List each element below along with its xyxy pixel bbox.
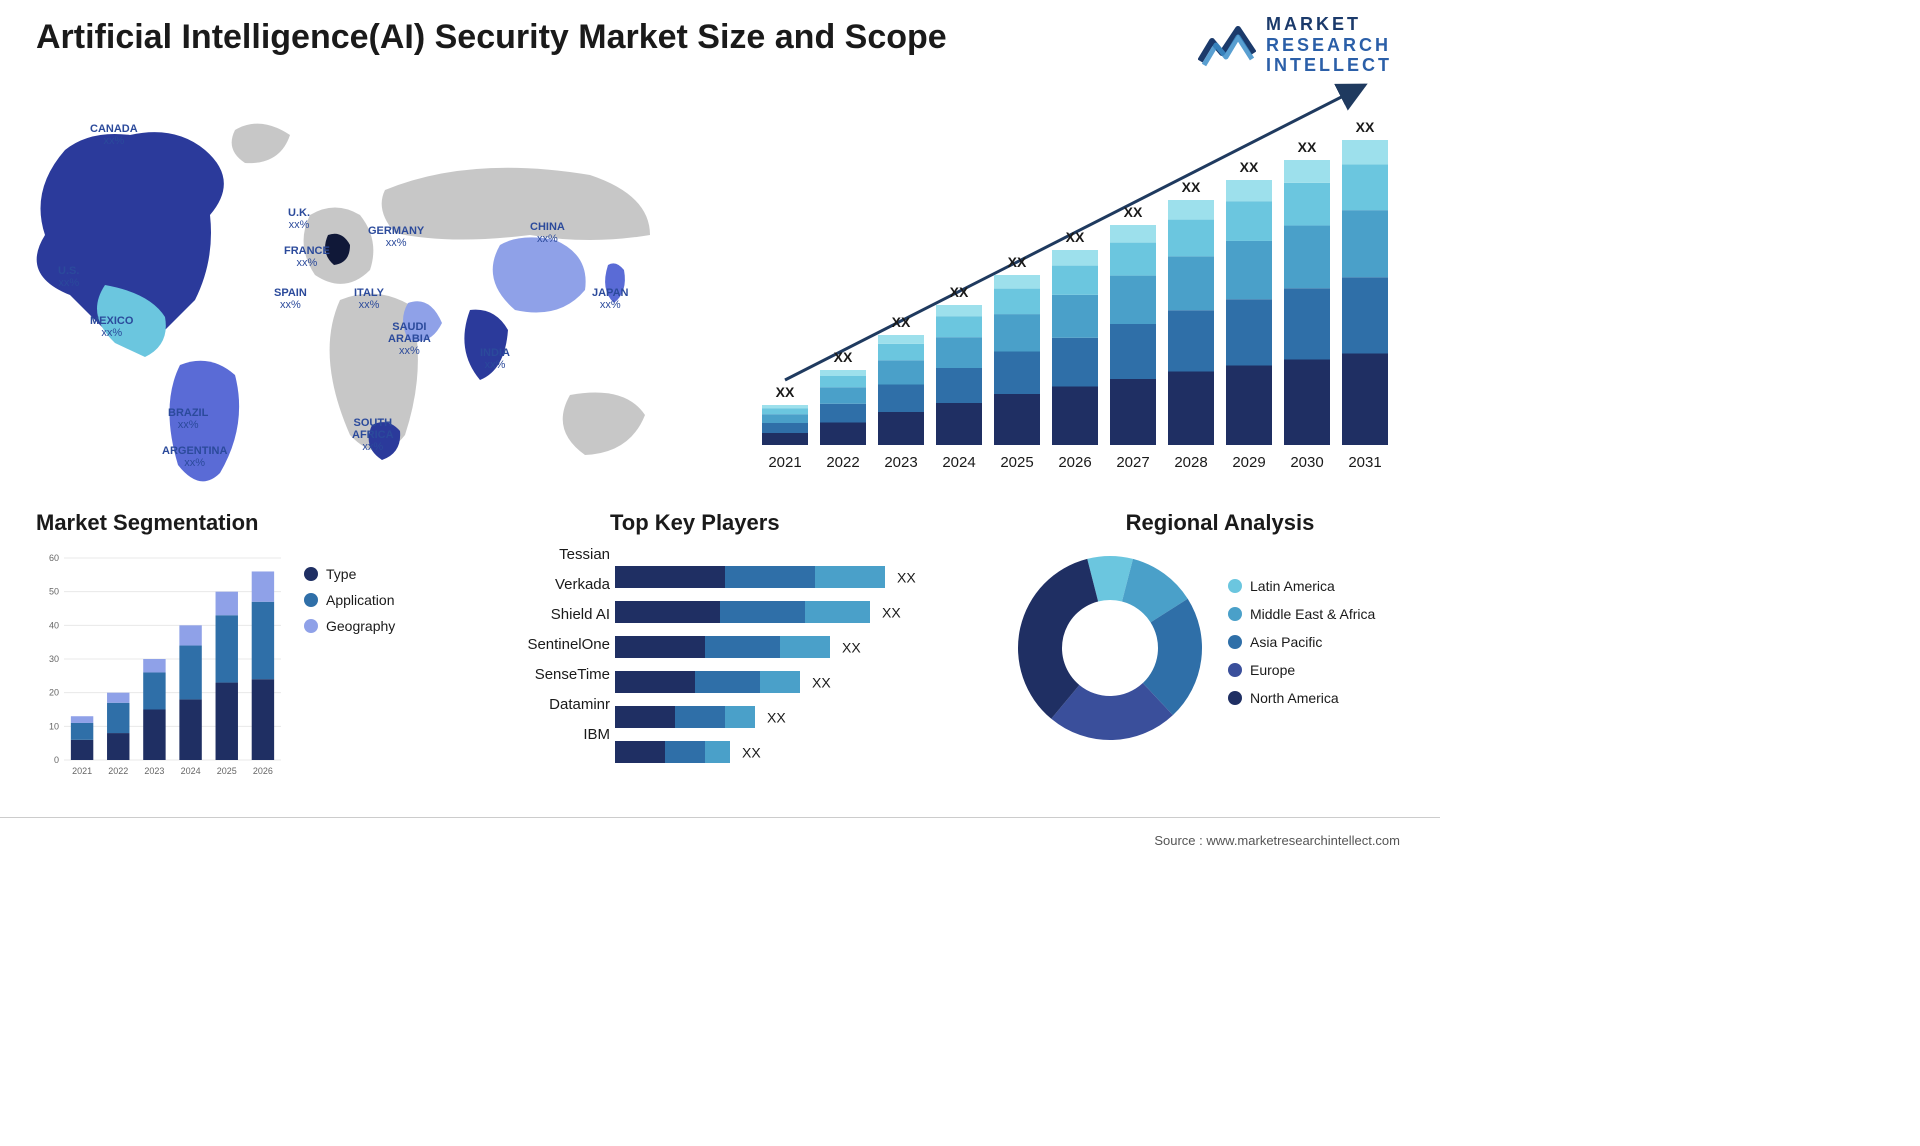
svg-text:XX: XX <box>1008 254 1027 270</box>
svg-text:XX: XX <box>834 349 853 365</box>
svg-text:XX: XX <box>1124 204 1143 220</box>
svg-text:XX: XX <box>892 314 911 330</box>
map-label: U.K.xx% <box>288 207 310 231</box>
regional-legend-item: Latin America <box>1228 578 1375 594</box>
player-name: SentinelOne <box>480 630 610 660</box>
segmentation-legend: Type Application Geography <box>304 566 395 788</box>
svg-text:2022: 2022 <box>826 454 859 471</box>
svg-text:2022: 2022 <box>108 766 128 776</box>
svg-text:40: 40 <box>49 620 59 630</box>
segmentation-legend-item: Application <box>304 592 395 608</box>
regional-analysis-section: Regional Analysis Latin America Middle Ea… <box>1010 510 1430 810</box>
source-text: Source : www.marketresearchintellect.com <box>1154 833 1400 848</box>
page-title: Artificial Intelligence(AI) Security Mar… <box>36 18 947 57</box>
svg-text:10: 10 <box>49 721 59 731</box>
regional-legend-item: Middle East & Africa <box>1228 606 1375 622</box>
svg-text:XX: XX <box>1066 229 1085 245</box>
svg-text:XX: XX <box>767 710 786 726</box>
map-label: GERMANYxx% <box>368 225 424 249</box>
logo-line3: INTELLECT <box>1266 55 1392 76</box>
regional-title: Regional Analysis <box>1010 510 1430 536</box>
player-name: Dataminr <box>480 690 610 720</box>
svg-text:2021: 2021 <box>72 766 92 776</box>
svg-text:XX: XX <box>950 284 969 300</box>
svg-text:50: 50 <box>49 587 59 597</box>
svg-text:2023: 2023 <box>144 766 164 776</box>
svg-text:2025: 2025 <box>1000 454 1033 471</box>
player-name: Shield AI <box>480 600 610 630</box>
map-label: ITALYxx% <box>354 287 384 311</box>
svg-text:2021: 2021 <box>768 454 801 471</box>
svg-text:2024: 2024 <box>942 454 975 471</box>
map-label: JAPANxx% <box>592 287 628 311</box>
segmentation-legend-item: Type <box>304 566 395 582</box>
map-label: CANADAxx% <box>90 123 138 147</box>
svg-text:2026: 2026 <box>253 766 273 776</box>
player-name: Tessian <box>480 540 610 570</box>
svg-text:2026: 2026 <box>1058 454 1091 471</box>
svg-text:2031: 2031 <box>1348 454 1381 471</box>
map-label: U.S.xx% <box>58 265 79 289</box>
map-label: SPAINxx% <box>274 287 307 311</box>
svg-text:2027: 2027 <box>1116 454 1149 471</box>
svg-text:XX: XX <box>1240 159 1259 175</box>
footer-divider <box>0 817 1440 818</box>
regional-legend-item: North America <box>1228 690 1375 706</box>
player-name: SenseTime <box>480 660 610 690</box>
regional-legend-item: Europe <box>1228 662 1375 678</box>
map-label: SOUTHAFRICAxx% <box>352 417 394 453</box>
svg-text:XX: XX <box>1182 179 1201 195</box>
player-name: Verkada <box>480 570 610 600</box>
regional-legend: Latin America Middle East & Africa Asia Pa… <box>1228 578 1375 718</box>
main-growth-chart: XX 2021 XX 2022 XX 2023 XX 2024 XX 2025 XX 2026 XX 20… <box>752 100 1412 480</box>
brand-logo: MARKET RESEARCH INTELLECT <box>1198 14 1392 76</box>
svg-text:60: 60 <box>49 553 59 563</box>
map-label: MEXICOxx% <box>90 315 133 339</box>
segmentation-legend-item: Geography <box>304 618 395 634</box>
svg-text:2029: 2029 <box>1232 454 1265 471</box>
logo-line1: MARKET <box>1266 14 1392 35</box>
segmentation-title: Market Segmentation <box>36 510 466 536</box>
svg-text:XX: XX <box>897 570 916 586</box>
svg-text:2030: 2030 <box>1290 454 1323 471</box>
svg-text:XX: XX <box>1298 139 1317 155</box>
svg-text:20: 20 <box>49 688 59 698</box>
svg-text:0: 0 <box>54 755 59 765</box>
map-label: BRAZILxx% <box>168 407 208 431</box>
svg-text:XX: XX <box>742 745 761 761</box>
player-name: IBM <box>480 720 610 750</box>
map-label: FRANCExx% <box>284 245 330 269</box>
market-segmentation-section: Market Segmentation 0 10 20 30 40 50 60 2021 202… <box>36 510 466 810</box>
map-label: CHINAxx% <box>530 221 565 245</box>
svg-text:2028: 2028 <box>1174 454 1207 471</box>
svg-text:2024: 2024 <box>181 766 201 776</box>
map-label: INDIAxx% <box>480 347 510 371</box>
regional-legend-item: Asia Pacific <box>1228 634 1375 650</box>
top-key-players-section: Top Key Players XX XX XX XX XX XX <box>610 510 1010 810</box>
map-label: ARGENTINAxx% <box>162 445 227 469</box>
svg-text:XX: XX <box>776 384 795 400</box>
players-title: Top Key Players <box>610 510 1010 536</box>
svg-text:XX: XX <box>812 675 831 691</box>
logo-line2: RESEARCH <box>1266 35 1392 56</box>
world-map: CANADAxx% U.S.xx% MEXICOxx% BRAZILxx% ARGENT… <box>10 95 710 495</box>
svg-text:XX: XX <box>882 605 901 621</box>
svg-text:30: 30 <box>49 654 59 664</box>
svg-text:XX: XX <box>1356 119 1375 135</box>
svg-text:2023: 2023 <box>884 454 917 471</box>
logo-mark-icon <box>1198 23 1256 67</box>
map-label: SAUDIARABIAxx% <box>388 321 431 357</box>
svg-text:XX: XX <box>842 640 861 656</box>
svg-text:2025: 2025 <box>217 766 237 776</box>
players-list: TessianVerkadaShield AISentinelOneSenseT… <box>480 540 610 750</box>
